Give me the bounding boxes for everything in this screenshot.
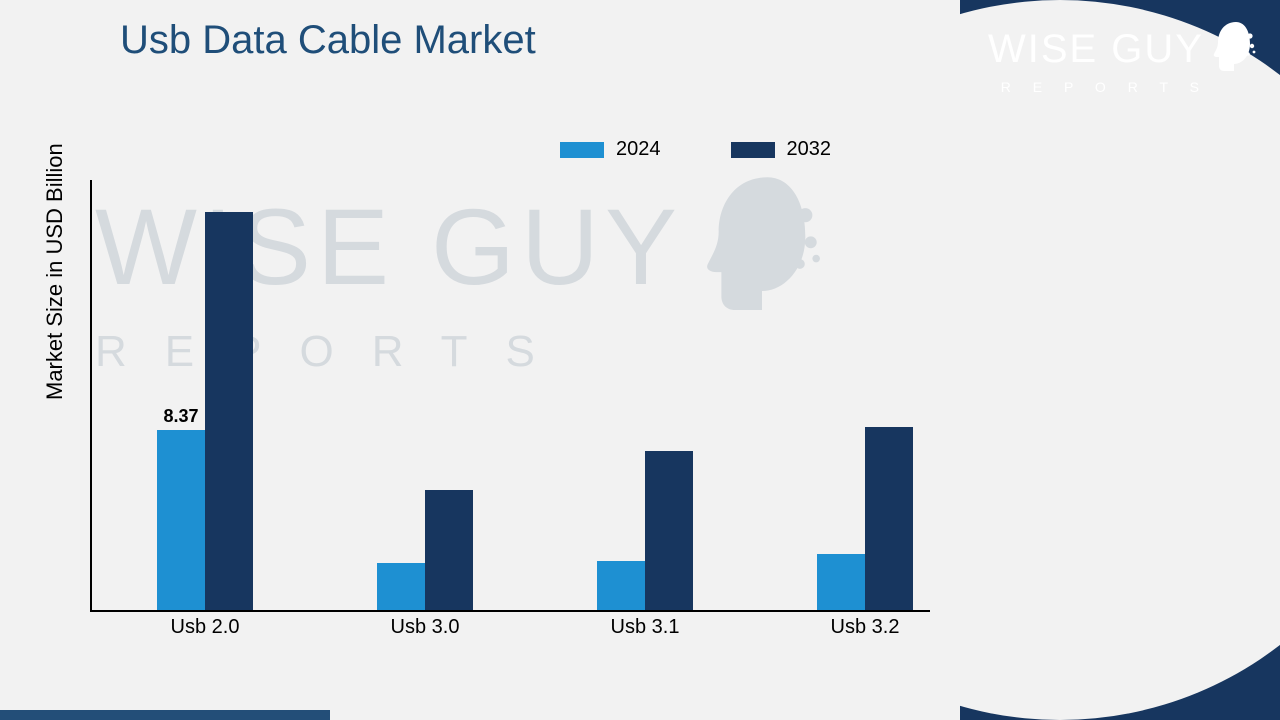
- chart-legend: 2024 2032: [560, 138, 831, 161]
- legend-label: 2032: [787, 138, 832, 161]
- legend-label: 2024: [616, 138, 661, 161]
- bar: [645, 451, 693, 610]
- legend-item: 2024: [560, 138, 661, 161]
- bar-chart: Usb 2.0Usb 3.0Usb 3.1Usb 3.28.37: [90, 180, 930, 660]
- y-axis: [90, 180, 92, 610]
- ai-head-icon: [1210, 20, 1258, 78]
- logo-sub: R E P O R T S: [978, 80, 1258, 94]
- x-tick-label: Usb 3.0: [355, 616, 495, 639]
- x-axis: [90, 610, 930, 612]
- bar: [817, 554, 865, 610]
- bar: [865, 427, 913, 610]
- legend-item: 2032: [731, 138, 832, 161]
- bar: [157, 430, 205, 610]
- stage: WISE GUY R E P O R T S Usb Data Cable Ma…: [0, 0, 1280, 720]
- chart-title: Usb Data Cable Market: [120, 18, 536, 63]
- bar: [425, 490, 473, 610]
- bar-value-label: 8.37: [151, 406, 211, 427]
- logo-main: WISE GUY: [988, 29, 1204, 69]
- x-tick-label: Usb 3.1: [575, 616, 715, 639]
- legend-swatch: [560, 142, 604, 158]
- bar: [205, 212, 253, 610]
- brand-logo: WISE GUY R E P O R T S: [978, 20, 1258, 94]
- bottom-stripe: [0, 710, 330, 720]
- x-tick-label: Usb 3.2: [795, 616, 935, 639]
- bar: [377, 563, 425, 610]
- legend-swatch: [731, 142, 775, 158]
- bar: [597, 561, 645, 610]
- y-axis-label: Market Size in USD Billion: [42, 143, 68, 400]
- x-tick-label: Usb 2.0: [135, 616, 275, 639]
